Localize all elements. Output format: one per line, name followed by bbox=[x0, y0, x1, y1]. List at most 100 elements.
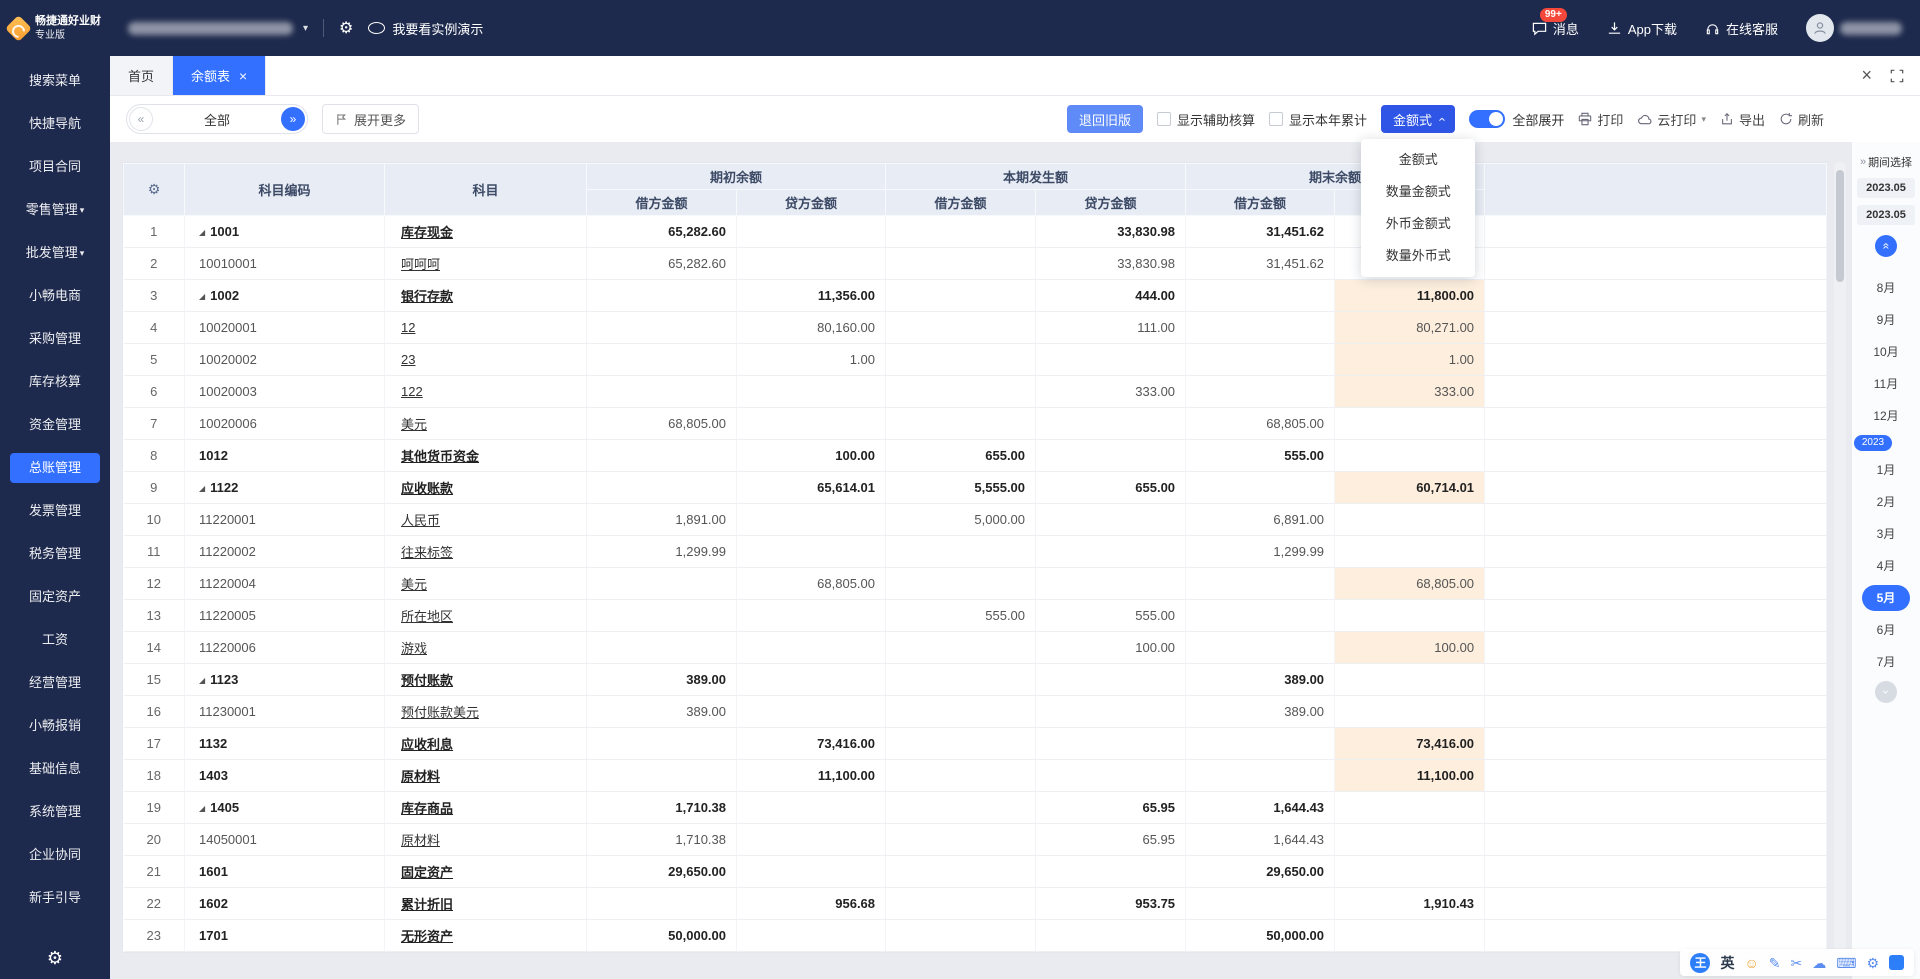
table-row[interactable]: 14 11220006 游戏 100.00 100.00 bbox=[123, 631, 1828, 664]
account-link[interactable]: 应收利息 bbox=[401, 737, 454, 752]
sidebar-item-xiaochang-expense[interactable]: 小畅报销 bbox=[10, 711, 100, 741]
period-month[interactable]: 4月 bbox=[1876, 559, 1896, 573]
print-button[interactable]: 打印 bbox=[1578, 110, 1623, 129]
format-dropdown-button[interactable]: 金额式 › 金额式 数量金额式 外币金额式 数量外币式 bbox=[1361, 105, 1476, 277]
table-row[interactable]: 16 11230001 预付账款美元 389.00 389.00 bbox=[123, 695, 1828, 728]
table-row[interactable]: 2 10010001 呵呵呵 65,282.60 33,830.98 31,451.62 bbox=[123, 247, 1828, 280]
table-row[interactable]: 11 11220002 往来标签 1,299.99 1,299.99 bbox=[123, 535, 1828, 568]
table-row[interactable]: 6 10020003 122 333.00 333.00 bbox=[123, 375, 1828, 408]
account-link[interactable]: 无形资产 bbox=[401, 929, 454, 944]
period-month[interactable]: 11月 bbox=[1873, 377, 1899, 391]
table-row[interactable]: 15 ◢ 1123 预付账款 389.00 389.00 bbox=[123, 663, 1828, 696]
period-year-badge[interactable]: 2023 bbox=[1854, 435, 1892, 451]
sidebar-settings-icon[interactable]: ⚙ bbox=[46, 947, 64, 968]
tab-balance-sheet[interactable]: 余额表 × bbox=[173, 56, 267, 95]
account-link[interactable]: 所在地区 bbox=[401, 609, 454, 624]
cloud-icon[interactable]: ☁ bbox=[1812, 954, 1827, 971]
support-button[interactable]: 在线客服 bbox=[1705, 19, 1778, 38]
app-download-button[interactable]: App下载 bbox=[1607, 19, 1677, 38]
account-link[interactable]: 122 bbox=[401, 384, 423, 399]
cloud-print-button[interactable]: 云打印 ▾ bbox=[1637, 110, 1706, 129]
user-account[interactable] bbox=[1806, 14, 1902, 42]
emoji-icon[interactable]: ☺ bbox=[1744, 954, 1759, 971]
checkbox-icon[interactable] bbox=[1269, 112, 1284, 126]
account-link[interactable]: 固定资产 bbox=[401, 865, 454, 880]
table-row[interactable]: 1 ◢ 1001 库存现金 65,282.60 33,830.98 31,451.62 bbox=[123, 215, 1828, 248]
expand-toggle-icon[interactable]: ◢ bbox=[199, 676, 206, 685]
table-settings-icon[interactable]: ⚙ bbox=[123, 163, 185, 216]
account-link[interactable]: 其他货币资金 bbox=[401, 449, 480, 464]
tab-home[interactable]: 首页 bbox=[110, 56, 174, 95]
table-row[interactable]: 9 ◢ 1122 应收账款 65,614.01 5,555.00 655.00 60,714.… bbox=[123, 471, 1828, 504]
expand-toggle-icon[interactable]: ◢ bbox=[199, 228, 206, 237]
org-select[interactable]: ▾ bbox=[128, 21, 308, 35]
sidebar-item-fixed-assets[interactable]: 固定资产 bbox=[10, 582, 100, 612]
ime-language-toggle[interactable]: 英 bbox=[1720, 954, 1735, 971]
account-link[interactable]: 原材料 bbox=[401, 769, 441, 784]
sidebar-item-search-menu[interactable]: 搜索菜单 bbox=[10, 66, 100, 96]
months-scroll-down-button[interactable]: › bbox=[1875, 681, 1897, 703]
sidebar-item-system-mgmt[interactable]: 系统管理 bbox=[10, 797, 100, 827]
sidebar-item-purchase-mgmt[interactable]: 采购管理 bbox=[10, 324, 100, 354]
table-row[interactable]: 5 10020002 23 1.00 1.00 bbox=[123, 343, 1828, 376]
account-link[interactable]: 累计折旧 bbox=[401, 897, 454, 912]
table-row[interactable]: 13 11220005 所在地区 555.00 555.00 bbox=[123, 599, 1828, 632]
sidebar-item-payroll[interactable]: 工资 bbox=[10, 625, 100, 655]
sidebar-item-retail-mgmt[interactable]: 零售管理 ▾ bbox=[10, 195, 100, 225]
vertical-scrollbar[interactable] bbox=[1834, 162, 1846, 952]
table-row[interactable]: 22 1602 累计折旧 956.68 953.75 1,910.43 bbox=[123, 887, 1828, 920]
period-month[interactable]: 7月 bbox=[1876, 655, 1896, 669]
account-link[interactable]: 银行存款 bbox=[401, 289, 454, 304]
format-menu-item[interactable]: 金额式 bbox=[1398, 152, 1438, 167]
format-menu-item[interactable]: 数量外币式 bbox=[1385, 248, 1451, 263]
checkbox-icon[interactable] bbox=[1157, 112, 1171, 126]
skin-icon[interactable] bbox=[1889, 955, 1904, 970]
show-aux-checkbox[interactable]: 显示辅助核算 bbox=[1157, 110, 1255, 129]
table-row[interactable]: 20 14050001 原材料 1,710.38 65.95 1,644.43 bbox=[123, 823, 1828, 856]
pen-icon[interactable]: ✎ bbox=[1768, 954, 1781, 971]
account-link[interactable]: 预付账款 bbox=[401, 673, 454, 688]
demo-link[interactable]: 我要看实例演示 bbox=[368, 19, 483, 38]
period-month[interactable]: 9月 bbox=[1876, 313, 1896, 327]
table-row[interactable]: 23 1701 无形资产 50,000.00 50,000.00 bbox=[123, 919, 1828, 952]
scissors-icon[interactable]: ✂ bbox=[1790, 954, 1803, 971]
format-menu-item[interactable]: 数量金额式 bbox=[1385, 184, 1451, 199]
table-row[interactable]: 8 1012 其他货币资金 100.00 655.00 555.00 bbox=[123, 439, 1828, 472]
period-month[interactable]: 8月 bbox=[1876, 281, 1896, 295]
period-month[interactable]: 1月 bbox=[1876, 463, 1896, 477]
account-link[interactable]: 美元 bbox=[401, 417, 428, 432]
refresh-button[interactable]: 刷新 bbox=[1779, 110, 1824, 129]
sidebar-item-wholesale-mgmt[interactable]: 批发管理 ▾ bbox=[10, 238, 100, 268]
sidebar-item-project-contract[interactable]: 项目合同 bbox=[10, 152, 100, 182]
table-row[interactable]: 4 10020001 12 80,160.00 111.00 80,271.00 bbox=[123, 311, 1828, 344]
sidebar-item-operations-mgmt[interactable]: 经营管理 bbox=[10, 668, 100, 698]
table-row[interactable]: 18 1403 原材料 11,100.00 11,100.00 bbox=[123, 759, 1828, 792]
expand-all-toggle[interactable] bbox=[1469, 110, 1506, 128]
table-row[interactable]: 19 ◢ 1405 库存商品 1,710.38 65.95 1,644.43 bbox=[123, 791, 1828, 824]
account-link[interactable]: 人民币 bbox=[401, 513, 441, 528]
period-end-date[interactable]: 2023.05 bbox=[1857, 205, 1915, 225]
period-month[interactable]: 6月 bbox=[1876, 623, 1896, 637]
table-row[interactable]: 7 10020006 美元 68,805.00 68,805.00 bbox=[123, 407, 1828, 440]
period-month[interactable]: 5月 bbox=[1862, 585, 1910, 611]
format-menu-item[interactable]: 外币金额式 bbox=[1385, 216, 1451, 231]
period-month[interactable]: 2月 bbox=[1876, 495, 1896, 509]
expand-toggle-icon[interactable]: ◢ bbox=[199, 292, 206, 301]
scrollbar-thumb[interactable] bbox=[1836, 170, 1844, 282]
account-link[interactable]: 应收账款 bbox=[401, 481, 454, 496]
sidebar-item-basic-info[interactable]: 基础信息 bbox=[10, 754, 100, 784]
show-ytd-checkbox[interactable]: 显示本年累计 bbox=[1269, 110, 1367, 129]
sidebar-item-quick-nav[interactable]: 快捷导航 bbox=[10, 109, 100, 139]
filter-next-icon[interactable]: » bbox=[280, 107, 305, 131]
expand-more-button[interactable]: 展开更多 bbox=[322, 104, 420, 134]
sidebar-item-beginner-guide[interactable]: 新手引导 bbox=[10, 883, 100, 913]
messages-button[interactable]: 99+ 消息 bbox=[1532, 7, 1579, 38]
table-row[interactable]: 17 1132 应收利息 73,416.00 73,416.00 bbox=[123, 727, 1828, 760]
account-filter-select[interactable]: « 全部 » bbox=[126, 104, 308, 134]
period-month[interactable]: 10月 bbox=[1873, 345, 1899, 359]
export-button[interactable]: 导出 bbox=[1720, 110, 1765, 129]
account-link[interactable]: 23 bbox=[401, 352, 416, 367]
account-link[interactable]: 呵呵呵 bbox=[401, 257, 441, 272]
account-link[interactable]: 游戏 bbox=[401, 641, 428, 656]
settings-icon[interactable]: ⚙ bbox=[1866, 954, 1879, 971]
